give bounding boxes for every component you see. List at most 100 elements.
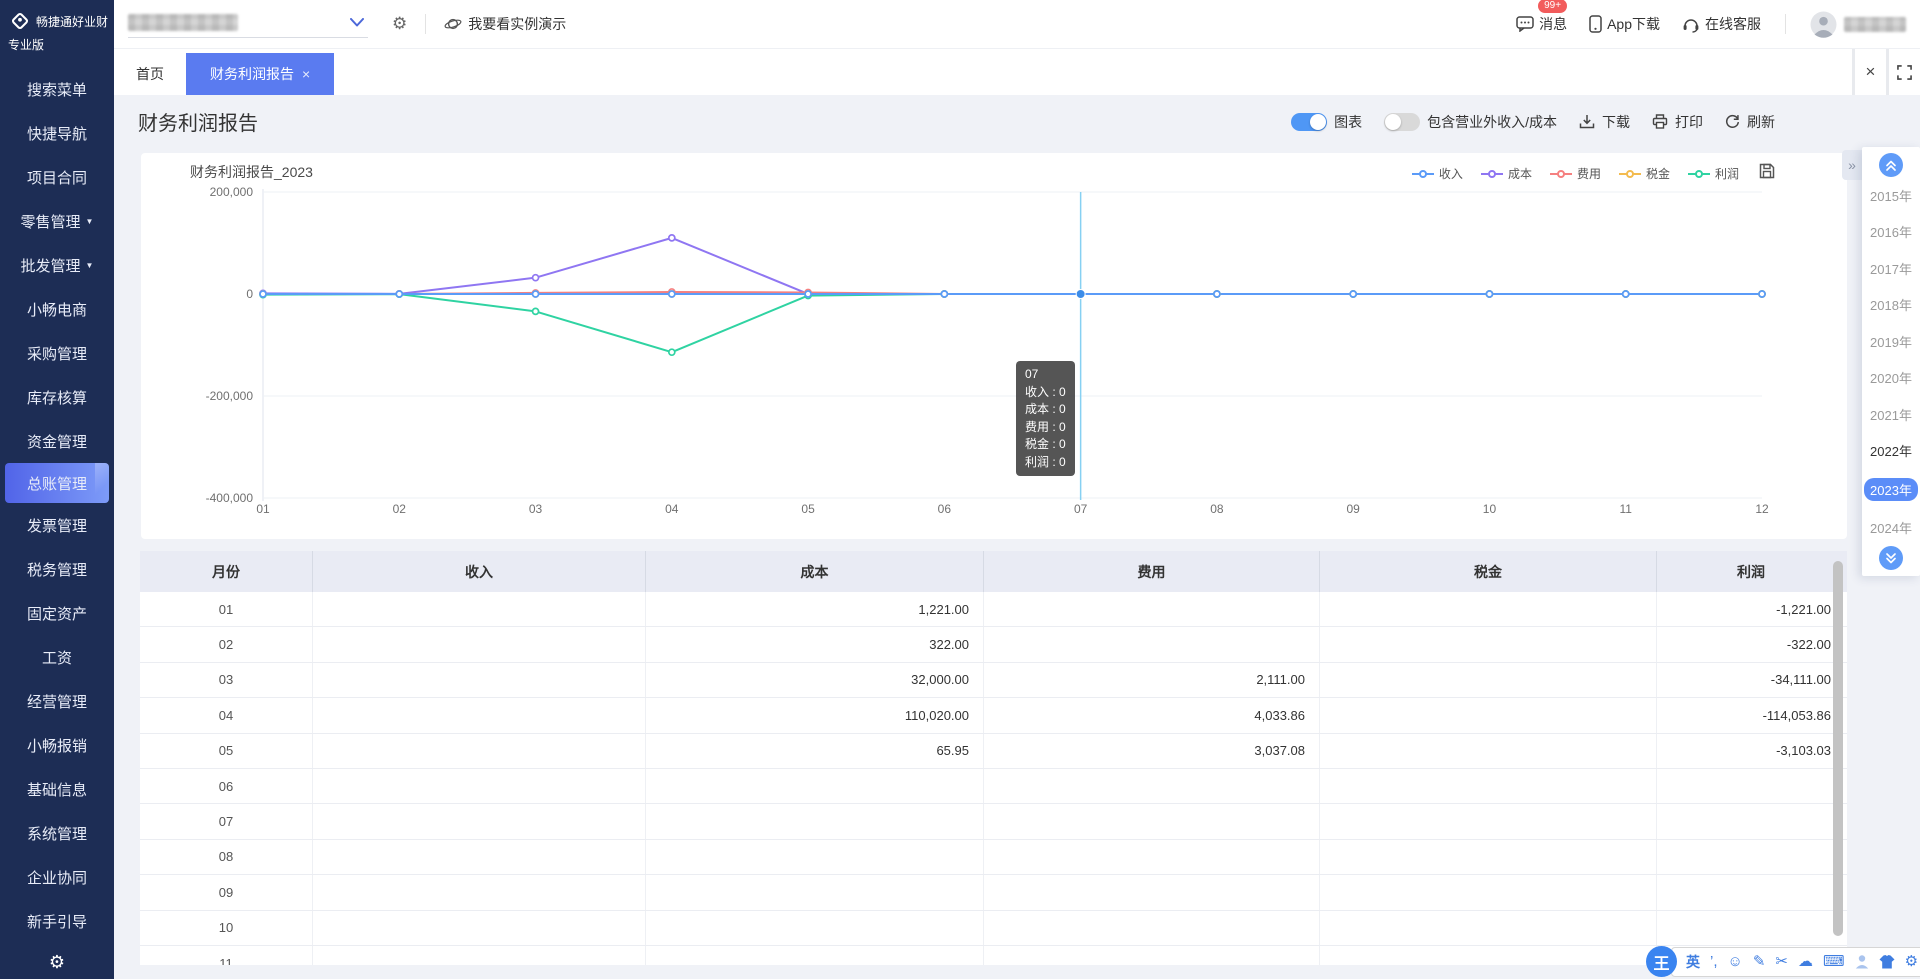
sidebar-item[interactable]: 税务管理 [0, 547, 114, 591]
sidebar-item[interactable]: 采购管理 [0, 331, 114, 375]
sidebar-item[interactable]: 工资 [0, 635, 114, 679]
tab-active[interactable]: 财务利润报告 × [186, 53, 335, 95]
year-item[interactable]: 2022年 [1870, 444, 1912, 460]
company-selector[interactable] [128, 10, 368, 38]
sidebar-item[interactable]: 批发管理 ▼ [0, 243, 114, 287]
sidebar-item[interactable]: 零售管理 ▼ [0, 199, 114, 243]
sogou-wang-logo[interactable]: 王 [1646, 946, 1677, 977]
vertical-scrollbar[interactable] [1833, 561, 1843, 936]
gear-icon[interactable]: ⚙ [392, 14, 408, 33]
scroll-years-up-button[interactable] [1879, 153, 1903, 177]
tab-home[interactable]: 首页 [114, 53, 186, 95]
messages-badge: 99+ [1538, 0, 1568, 13]
fullscreen-button[interactable] [1889, 49, 1920, 95]
chart-toggle[interactable] [1291, 112, 1328, 131]
table-row[interactable]: 11 [140, 945, 1847, 965]
punctuation-icon[interactable]: ’, [1710, 953, 1718, 970]
sidebar-item[interactable]: 小畅报销 [0, 723, 114, 767]
table-row[interactable]: 03 32,000.00 2,111.00 -34,111.00 [140, 662, 1847, 699]
sidebar-item[interactable]: 发票管理 [0, 503, 114, 547]
legend-item[interactable]: 费用 [1549, 165, 1601, 182]
year-item[interactable]: 2023年 [1864, 477, 1918, 501]
sidebar-item[interactable]: 基础信息 [0, 767, 114, 811]
cloud-input-icon[interactable]: ☁ [1797, 953, 1813, 970]
cell-cost: 32,000.00 [646, 662, 984, 698]
year-item[interactable]: 2017年 [1870, 261, 1912, 277]
save-chart-icon[interactable] [1759, 163, 1775, 184]
sidebar-item[interactable]: 快捷导航 [0, 111, 114, 155]
sidebar-item[interactable]: 企业协同 [0, 855, 114, 899]
cell-cost [646, 875, 984, 910]
sidebar-item[interactable]: 总账管理 [5, 463, 109, 503]
sidebar-item[interactable]: 项目合同 [0, 155, 114, 199]
cell-income [313, 875, 646, 910]
legend-item[interactable]: 成本 [1480, 165, 1532, 182]
sidebar-item[interactable]: 库存核算 [0, 375, 114, 419]
table-row[interactable]: 10 [140, 910, 1847, 946]
window-controls: × [1852, 49, 1920, 95]
year-item[interactable]: 2018年 [1870, 298, 1912, 314]
sidebar-item[interactable]: 经营管理 [0, 679, 114, 723]
profile-icon[interactable] [1855, 954, 1869, 969]
tooltip-line: 利润 : 0 [1025, 454, 1066, 469]
cell-tax [1320, 592, 1657, 627]
year-item[interactable]: 2024年 [1870, 521, 1912, 537]
scroll-years-down-button[interactable] [1879, 546, 1903, 570]
table-row[interactable]: 02 322.00 -322.00 [140, 627, 1847, 663]
emoji-picker-icon[interactable]: ☺ [1727, 953, 1743, 970]
sidebar-item[interactable]: 新手引导 [0, 899, 114, 943]
sidebar-item[interactable]: 搜索菜单 [0, 67, 114, 111]
column-header: 成本 [646, 551, 984, 592]
year-item[interactable]: 2016年 [1870, 225, 1912, 241]
legend-item[interactable]: 税金 [1618, 165, 1670, 182]
english-mode-icon[interactable]: 英 [1686, 953, 1700, 970]
year-item[interactable]: 2021年 [1870, 407, 1912, 423]
virtual-keyboard-icon[interactable]: ⌨ [1822, 953, 1845, 970]
close-icon[interactable]: × [302, 66, 311, 82]
support-button[interactable]: 在线客服 [1682, 14, 1761, 34]
table-row[interactable]: 04 110,020.00 4,033.86 -114,053.86 [140, 698, 1847, 734]
cell-cost [646, 839, 984, 875]
legend-item[interactable]: 收入 [1411, 165, 1463, 182]
skin-shirt-icon[interactable] [1879, 954, 1895, 969]
table-row[interactable]: 08 [140, 839, 1847, 876]
table-header-row: 月份 收入 成本 费用 税金 利润 [140, 551, 1847, 592]
sidebar-item[interactable]: 资金管理 [0, 419, 114, 463]
table-row[interactable]: 05 65.95 3,037.08 -3,103.03 [140, 733, 1847, 769]
column-header: 费用 [984, 551, 1320, 592]
table-row[interactable]: 01 1,221.00 -1,221.00 [140, 592, 1847, 628]
tooltip-line: 成本 : 0 [1025, 402, 1066, 416]
cell-month: 11 [140, 945, 313, 965]
settings-gear-icon[interactable]: ⚙ [1904, 953, 1919, 970]
sidebar-item[interactable]: 固定资产 [0, 591, 114, 635]
include-nonoperating-toggle[interactable] [1384, 112, 1421, 131]
year-item[interactable]: 2019年 [1870, 334, 1912, 350]
demo-link[interactable]: 我要看实例演示 [444, 14, 566, 34]
cell-month: 10 [140, 910, 313, 945]
table-row[interactable]: 07 [140, 804, 1847, 840]
screenshot-scissors-icon[interactable]: ✂ [1775, 953, 1788, 970]
app-download-button[interactable]: App下载 [1589, 14, 1660, 34]
sidebar-item[interactable]: 小畅电商 [0, 287, 114, 331]
cell-cost [646, 945, 984, 965]
sidebar-settings-gear-icon[interactable]: ⚙ [48, 952, 66, 972]
cell-expense: 3,037.08 [984, 733, 1320, 768]
table-row[interactable]: 06 [140, 768, 1847, 805]
handwriting-icon[interactable]: ✎ [1752, 953, 1766, 970]
smartphone-icon [1589, 15, 1602, 33]
table-row[interactable]: 09 [140, 875, 1847, 911]
year-panel-collapse-handle[interactable]: » [1842, 150, 1862, 180]
year-item[interactable]: 2020年 [1870, 371, 1912, 387]
messages-button[interactable]: 99+ 消息 [1516, 0, 1567, 34]
year-item[interactable]: 2015年 [1870, 188, 1912, 204]
user-menu[interactable] [1810, 11, 1906, 38]
refresh-label: 刷新 [1747, 113, 1775, 130]
print-button[interactable]: 打印 [1652, 112, 1703, 132]
sidebar-item[interactable]: 系统管理 [0, 811, 114, 855]
tab-label: 首页 [136, 66, 164, 82]
legend-item[interactable]: 利润 [1687, 165, 1739, 182]
refresh-button[interactable]: 刷新 [1725, 112, 1775, 132]
close-page-button[interactable]: × [1855, 49, 1886, 95]
download-button[interactable]: 下载 [1579, 112, 1630, 132]
